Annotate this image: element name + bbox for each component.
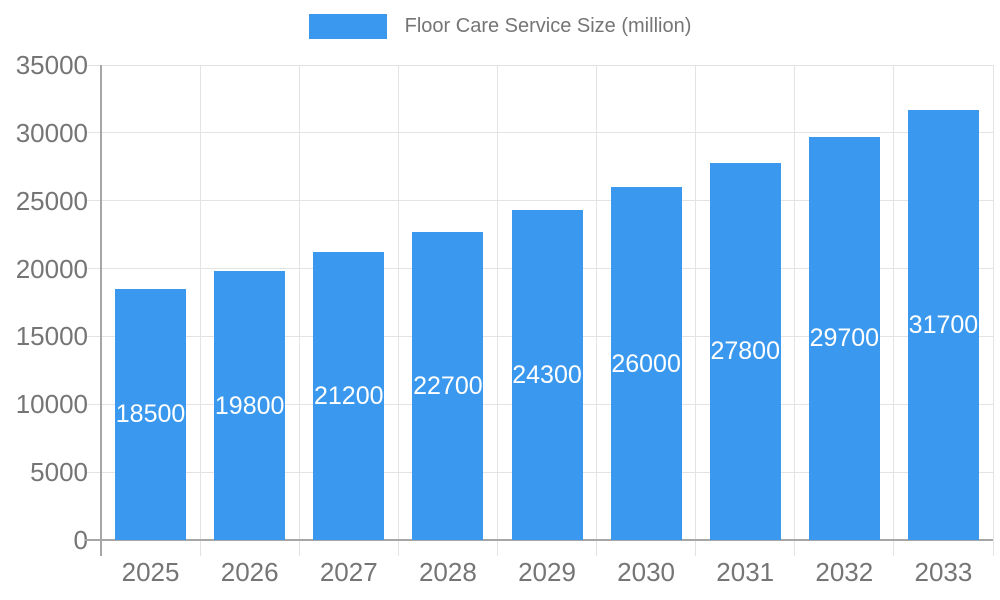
x-axis-tick-label: 2029 [518,557,576,587]
x-gridline [199,65,201,556]
bar-2025[interactable] [115,288,187,540]
bar-2029[interactable] [511,210,583,540]
y-gridline [85,200,993,202]
y-axis-line [100,65,102,556]
bar-2027[interactable] [313,252,385,540]
y-gridline [85,132,993,134]
bar-2032[interactable] [808,136,880,540]
x-gridline [893,65,895,556]
y-axis-tick-label: 10000 [15,389,88,420]
x-gridline [298,65,300,556]
y-axis-tick-label: 35000 [15,50,88,80]
legend-item[interactable]: Floor Care Service Size (million) [308,14,692,39]
x-gridline [794,65,796,556]
x-axis-tick-label: 2030 [617,557,676,587]
y-gridline [85,64,993,66]
legend-swatch-icon [308,14,387,39]
y-axis-tick-label: 30000 [15,117,88,148]
x-gridline [992,65,994,556]
x-axis-tick-label: 2027 [319,557,378,587]
bar-2031[interactable] [709,162,781,540]
y-axis-tick-label: 20000 [15,253,88,284]
legend-label: Floor Care Service Size (million) [404,15,692,37]
y-axis-tick-label: 5000 [30,457,88,488]
x-gridline [496,65,498,556]
x-gridline [596,65,598,556]
bar-2033[interactable] [907,109,979,540]
x-axis-tick-label: 2033 [914,557,973,587]
bar-2030[interactable] [610,187,682,540]
y-axis-tick-label: 25000 [15,185,88,216]
legend: Floor Care Service Size (million) [0,14,1000,39]
bar-2026[interactable] [214,271,286,540]
bar-2028[interactable] [412,231,484,540]
y-axis-tick-label: 0 [73,525,88,555]
x-gridline [397,65,399,556]
x-axis-tick-label: 2025 [121,557,180,587]
x-axis-tick-label: 2031 [716,557,775,587]
x-gridline [695,65,697,556]
x-axis-tick-label: 2032 [815,557,874,587]
x-axis-tick-label: 2026 [220,557,279,587]
x-axis-line [85,539,993,541]
y-axis-tick-label: 15000 [15,321,88,352]
x-axis-tick-label: 2028 [418,557,477,587]
